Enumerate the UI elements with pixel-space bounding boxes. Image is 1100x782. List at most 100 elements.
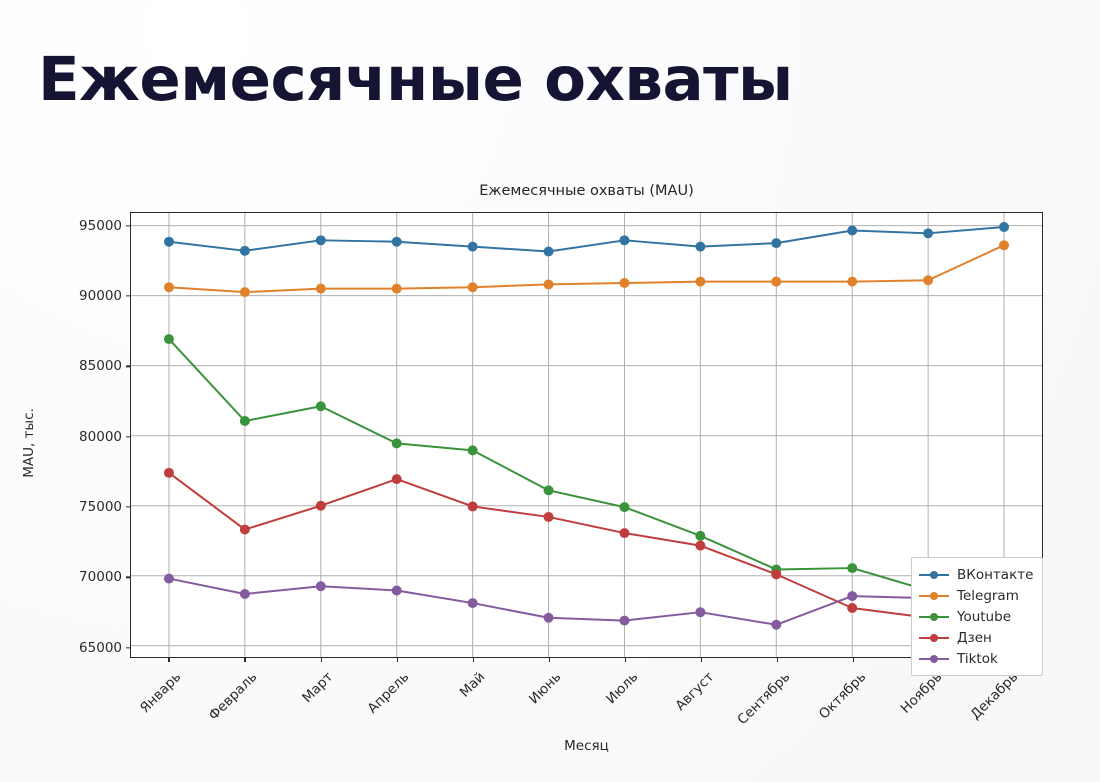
x-axis-tick-mark [548,657,551,662]
legend-item-дзен[interactable]: Дзен [919,627,1033,648]
legend-swatch-icon [919,569,949,581]
data-point [543,485,554,496]
data-point [999,222,1010,232]
data-point [315,401,326,412]
data-point [695,607,706,618]
data-point [315,500,326,511]
x-axis-tick-mark [244,657,246,662]
data-point [619,502,630,513]
x-axis-label: Месяц [564,738,609,754]
x-axis-tick-label: Июль [602,669,641,708]
series-telegram [163,240,1010,298]
data-point [163,334,174,345]
legend-label: Дзен [957,629,992,646]
data-point [239,245,250,256]
legend-label: Tiktok [957,650,998,667]
data-point [239,287,250,298]
data-point [239,416,250,426]
data-point [391,585,402,596]
y-axis-tick-mark [126,576,131,579]
y-axis-tick-mark [126,225,131,227]
series-вконтакте [163,222,1010,257]
legend-swatch-icon [919,653,949,665]
data-point [239,524,250,535]
legend-label: Telegram [957,587,1019,604]
y-axis-tick-label: 65000 [79,639,122,656]
data-point [847,276,858,287]
y-axis-tick-mark [126,295,131,297]
data-point [847,563,858,574]
x-axis-tick-mark [624,657,627,662]
data-point [771,619,782,630]
legend-item-telegram[interactable]: Telegram [919,585,1033,606]
chart-legend[interactable]: ВКонтакте Telegram Youtube Дзен Tiktok [911,557,1044,676]
data-point [163,467,174,478]
legend-swatch-icon [919,632,949,644]
x-axis-tick-mark [777,657,779,662]
series-tiktok [163,573,1010,638]
data-point [391,474,402,485]
legend-item-вконтакте[interactable]: ВКонтакте [919,564,1033,585]
data-point [315,283,326,294]
x-axis-tick-label: Май [457,669,489,701]
x-axis-tick-mark [396,657,398,662]
data-point [467,501,478,512]
y-axis-tick-label: 90000 [79,288,122,304]
x-axis-tick-label: Декабрь [967,669,1022,723]
data-point [695,540,706,551]
data-point [923,228,934,239]
data-point [391,283,402,294]
y-axis-tick-mark [126,365,131,367]
data-point [619,278,630,289]
y-axis-tick-mark [126,647,131,649]
data-point [163,573,174,584]
x-axis-tick-mark [853,657,855,662]
data-point [771,569,782,580]
y-axis-tick-label: 75000 [79,499,122,516]
data-point [619,235,630,246]
x-axis-tick-label: Апрель [364,669,413,717]
data-point [543,246,554,257]
y-axis-tick-label: 70000 [79,569,122,586]
data-point [163,282,174,293]
data-point [543,511,554,522]
plot-area: 65000 70000 75000 80000 85000 90000 95000 Январ… [79,212,1043,728]
x-axis-tick-mark [320,657,322,662]
chart-title: Ежемесячные охваты (MAU) [479,183,694,199]
data-point [467,445,478,456]
legend-swatch-icon [919,590,949,602]
x-axis-tick-mark [168,657,170,662]
data-point [847,591,858,602]
page-title: Ежемесячные охваты [38,44,793,115]
x-axis-tick-label: Август [671,669,717,714]
data-point [467,598,478,609]
x-axis-tick-label: Январь [136,669,185,717]
series-youtube [163,334,1010,618]
legend-label: ВКонтакте [957,566,1034,583]
legend-item-tiktok[interactable]: Tiktok [919,648,1033,669]
x-axis-tick-label: Февраль [205,669,261,724]
data-point [847,603,858,613]
x-axis-tick-mark [700,657,703,662]
legend-item-youtube[interactable]: Youtube [919,606,1033,627]
data-point [391,438,402,449]
x-axis-tick-mark [472,657,475,662]
data-point [695,276,706,287]
legend-swatch-icon [919,611,949,623]
data-point [467,241,478,252]
data-series-layer [163,222,1010,638]
chart-figure: Ежемесячные охваты (MAU) MAU, тыс. 65000… [0,172,1100,772]
x-axis-tick-label: Март [299,669,337,707]
x-axis-tick-label: Сентябрь [734,669,794,728]
data-point [999,240,1010,251]
data-point [923,275,934,286]
data-point [619,528,630,539]
y-axis-tick-label: 80000 [79,428,122,445]
y-axis-tick-label: 95000 [79,217,122,234]
data-point [543,612,554,623]
data-point [543,279,554,290]
data-point [847,225,858,236]
x-axis-tick-label: Ноябрь [897,669,946,717]
data-point [315,235,326,246]
